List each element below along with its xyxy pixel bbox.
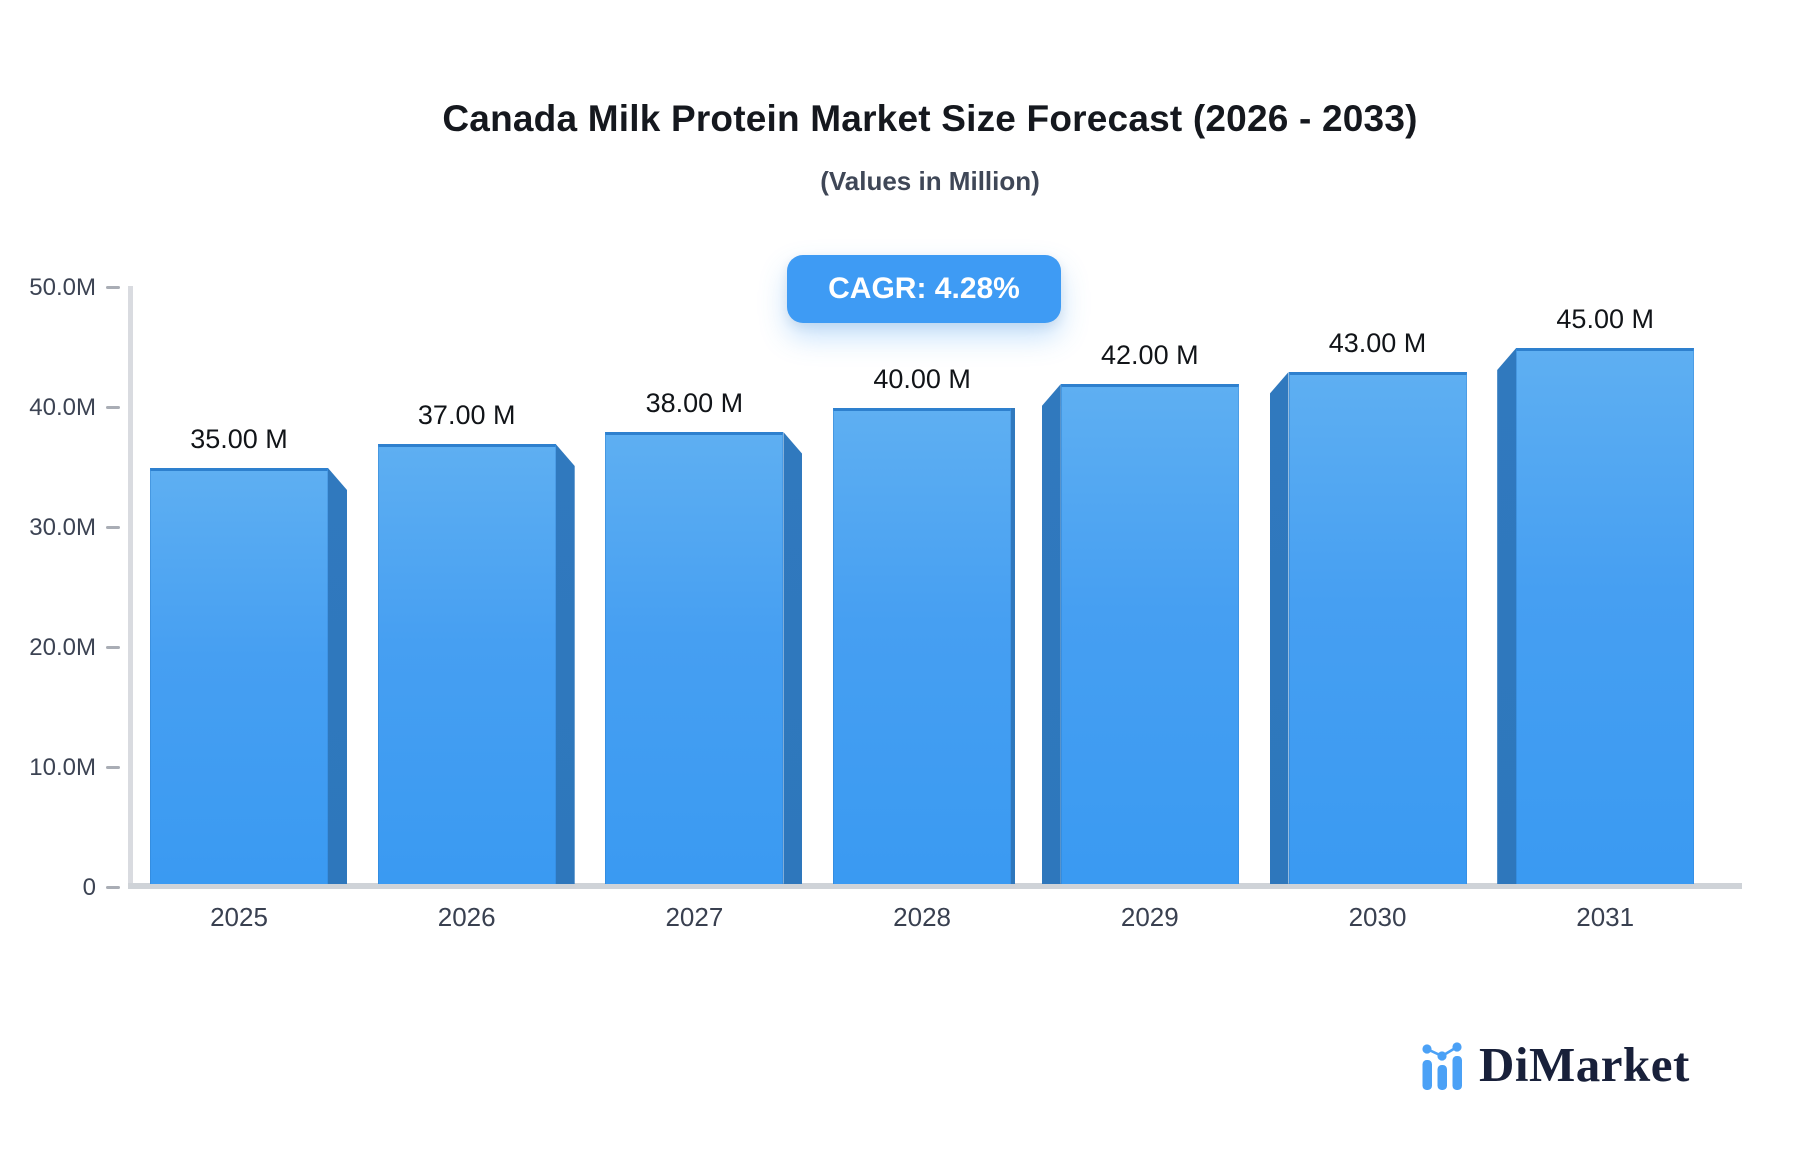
y-tick-label: 10.0M xyxy=(29,754,96,781)
bar[interactable] xyxy=(150,468,328,884)
bar-value-label: 37.00 M xyxy=(417,400,516,430)
x-tick-label: 2029 xyxy=(1120,902,1179,932)
y-tick-dash xyxy=(106,406,120,409)
bar-value-label: 40.00 M xyxy=(873,364,971,394)
logo[interactable]: DiMarket xyxy=(1419,1040,1690,1090)
bar-3d-side xyxy=(328,468,347,884)
y-tick-label: 50.0M xyxy=(29,274,96,301)
bar-3d-side xyxy=(1011,408,1016,884)
logo-text: DiMarket xyxy=(1479,1037,1690,1092)
bar[interactable] xyxy=(605,432,784,884)
y-tick-dash xyxy=(106,286,120,289)
bar-value-label: 38.00 M xyxy=(645,388,744,418)
y-tick-dash xyxy=(106,646,120,649)
chart-title: Canada Milk Protein Market Size Forecast… xyxy=(442,98,1418,139)
y-tick-label: 0 xyxy=(82,874,96,901)
cagr-badge: CAGR: 4.28% xyxy=(787,255,1061,323)
y-tick-label: 40.0M xyxy=(29,394,96,421)
x-baseline xyxy=(128,883,1742,889)
x-tick-label: 2025 xyxy=(210,902,268,932)
bar[interactable] xyxy=(1288,372,1467,884)
bar-value-label: 43.00 M xyxy=(1328,328,1427,358)
x-tick-label: 2028 xyxy=(893,902,952,932)
bar[interactable] xyxy=(1060,384,1239,884)
x-tick-label: 2030 xyxy=(1348,902,1407,932)
bar-value-label: 35.00 M xyxy=(190,424,288,454)
y-tick-label: 30.0M xyxy=(29,514,96,541)
cagr-badge-label: CAGR: 4.28% xyxy=(828,272,1020,305)
bar[interactable] xyxy=(1516,348,1695,884)
bar-3d-side xyxy=(1497,348,1517,884)
x-tick-label: 2027 xyxy=(665,902,724,932)
x-tick-label: 2026 xyxy=(437,902,496,932)
bar[interactable] xyxy=(377,444,556,884)
bar-3d-side xyxy=(555,444,575,884)
bar-chart-trend-icon xyxy=(1422,1042,1462,1090)
y-tick-dash xyxy=(106,526,120,529)
x-tick-label: 2031 xyxy=(1576,902,1635,932)
y-axis-line xyxy=(128,286,133,888)
chart-subtitle: (Values in Million) xyxy=(820,166,1040,196)
y-tick-dash xyxy=(106,886,120,889)
bar-3d-side xyxy=(783,432,803,884)
bar-value-label: 45.00 M xyxy=(1556,304,1654,334)
bar[interactable] xyxy=(833,408,1012,884)
y-tick-label: 20.0M xyxy=(29,634,96,661)
y-tick-dash xyxy=(106,766,120,769)
bar-3d-side xyxy=(1269,372,1289,884)
bar-3d-side xyxy=(1041,384,1061,884)
bar-value-label: 42.00 M xyxy=(1101,340,1199,370)
